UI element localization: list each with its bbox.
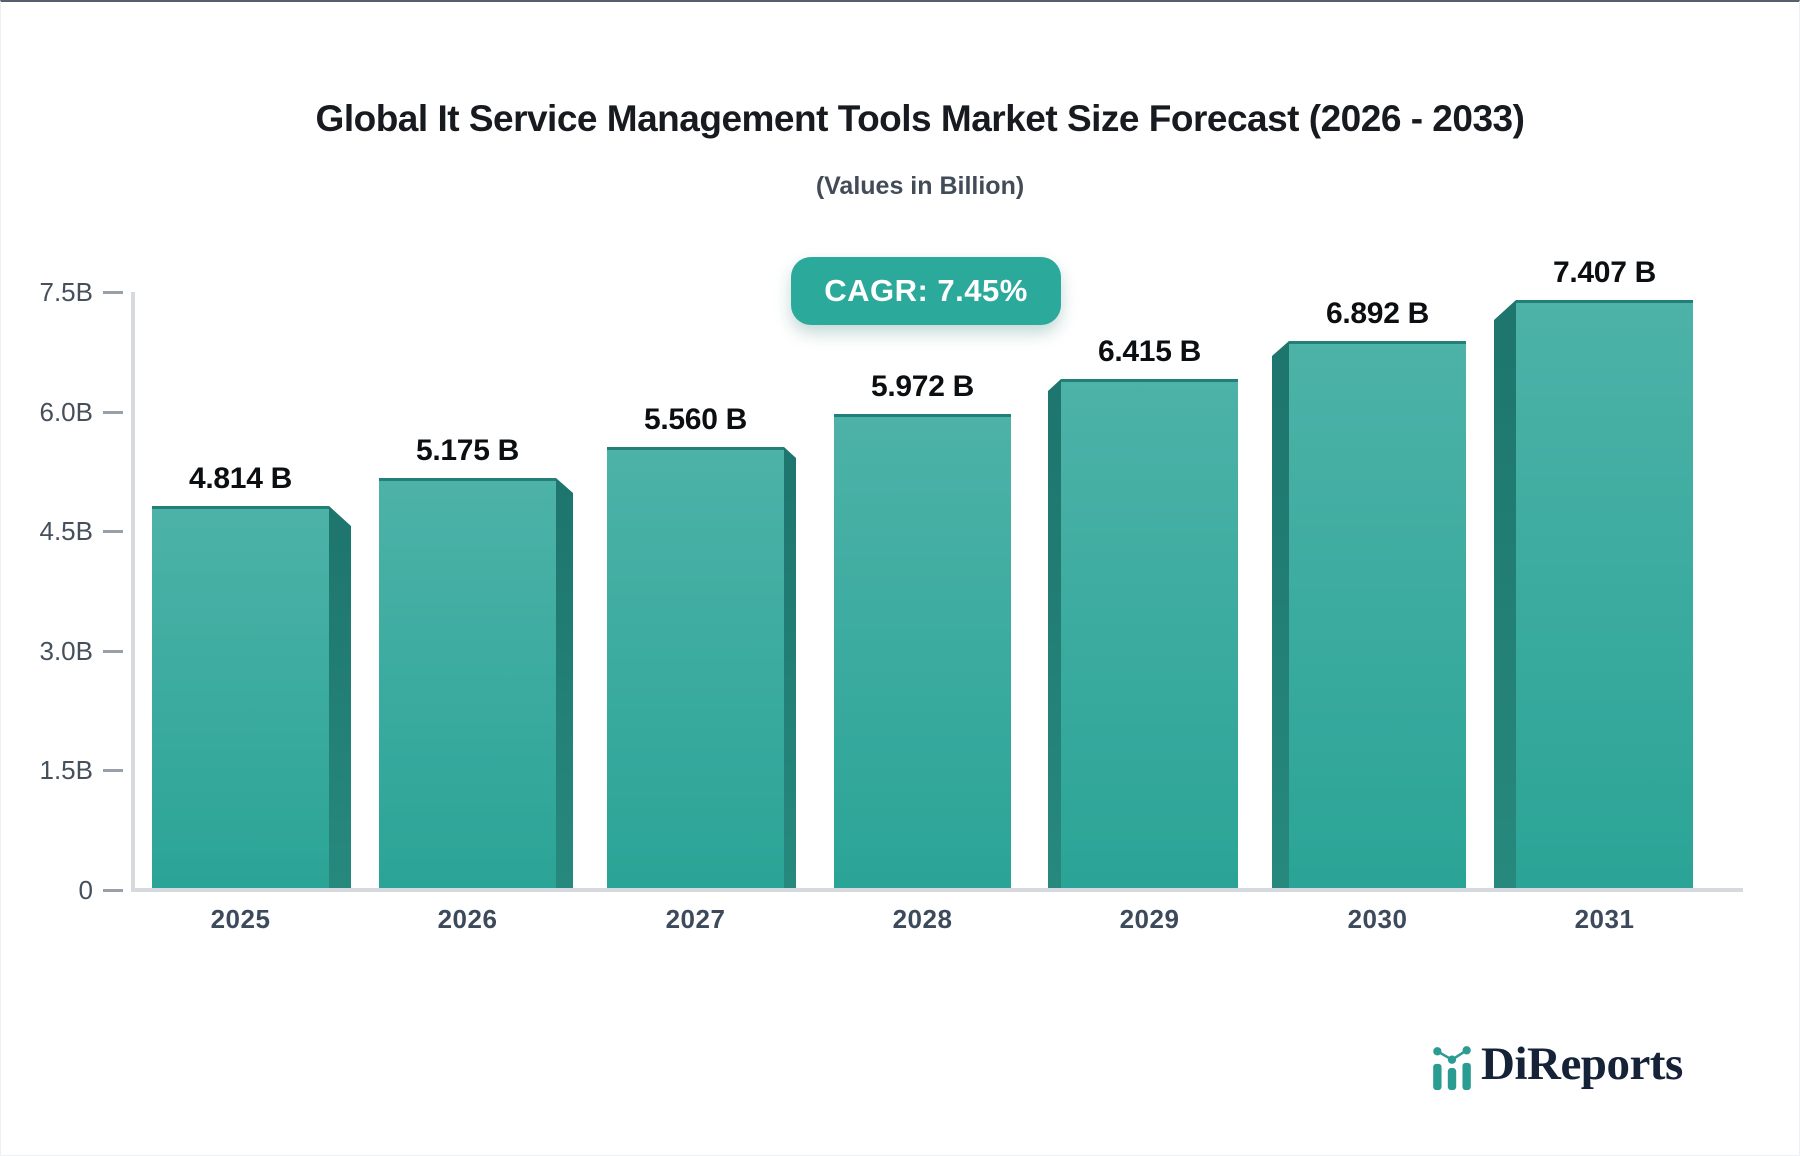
bar-side-2025 <box>329 506 351 890</box>
x-axis-label-2031: 2031 <box>1574 904 1635 934</box>
cagr-badge: CAGR: 7.45% <box>791 257 1061 325</box>
value-label-2027: 5.560 B <box>644 403 747 436</box>
bar-side-2031 <box>1494 300 1516 890</box>
chart-subtitle: (Values in Billion) <box>815 172 1025 200</box>
bar-front-2031 <box>1516 300 1693 890</box>
y-tick-dash <box>103 410 123 414</box>
bar-front-2030 <box>1289 341 1466 890</box>
y-tick-dash <box>103 649 123 653</box>
y-tick-label-3.0B: 3.0B <box>39 635 94 666</box>
cagr-badge-label: CAGR: 7.45% <box>824 273 1028 308</box>
y-tick-label-6.0B: 6.0B <box>39 396 94 427</box>
bar-front-2028 <box>834 414 1011 890</box>
x-axis-baseline <box>131 888 1743 892</box>
chart-title: Global It Service Management Tools Marke… <box>315 98 1525 139</box>
bar-front-2025 <box>152 506 329 890</box>
x-axis-label-2026: 2026 <box>437 904 498 934</box>
x-axis-label-2028: 2028 <box>892 904 953 934</box>
bar-side-2026 <box>556 478 573 890</box>
value-label-2030: 6.892 B <box>1326 297 1429 330</box>
y-tick-dash <box>103 291 123 295</box>
value-label-2028: 5.972 B <box>871 370 974 403</box>
bar-front-2026 <box>379 478 556 890</box>
bar-front-2029 <box>1061 379 1238 890</box>
x-axis-label-2030: 2030 <box>1347 904 1408 934</box>
y-tick-label-7.5B: 7.5B <box>39 277 94 308</box>
y-tick-dash <box>103 889 123 892</box>
bar-side-2027 <box>784 447 796 890</box>
x-axis-label-2027: 2027 <box>665 904 726 934</box>
mini-bar-line-chart-icon <box>1433 1046 1471 1090</box>
y-tick-label-1.5B: 1.5B <box>39 755 94 786</box>
x-axis-label-2025: 2025 <box>210 904 271 934</box>
y-tick-label-0: 0 <box>78 875 93 905</box>
bar-front-2027 <box>607 447 784 890</box>
logo-text: DiReports <box>1481 1038 1683 1090</box>
value-label-2029: 6.415 B <box>1098 335 1201 368</box>
value-label-2026: 5.175 B <box>416 434 519 467</box>
x-axis-label-2029: 2029 <box>1119 904 1180 934</box>
bar-side-2030 <box>1272 341 1289 890</box>
value-label-2025: 4.814 B <box>189 462 292 495</box>
y-tick-label-4.5B: 4.5B <box>39 516 94 547</box>
value-label-2031: 7.407 B <box>1553 256 1656 289</box>
direports-logo: DiReports <box>1431 1038 1683 1090</box>
y-tick-dash <box>103 530 123 534</box>
bar-side-2029 <box>1048 379 1061 890</box>
y-tick-dash <box>103 769 123 773</box>
y-axis-line <box>131 292 135 892</box>
